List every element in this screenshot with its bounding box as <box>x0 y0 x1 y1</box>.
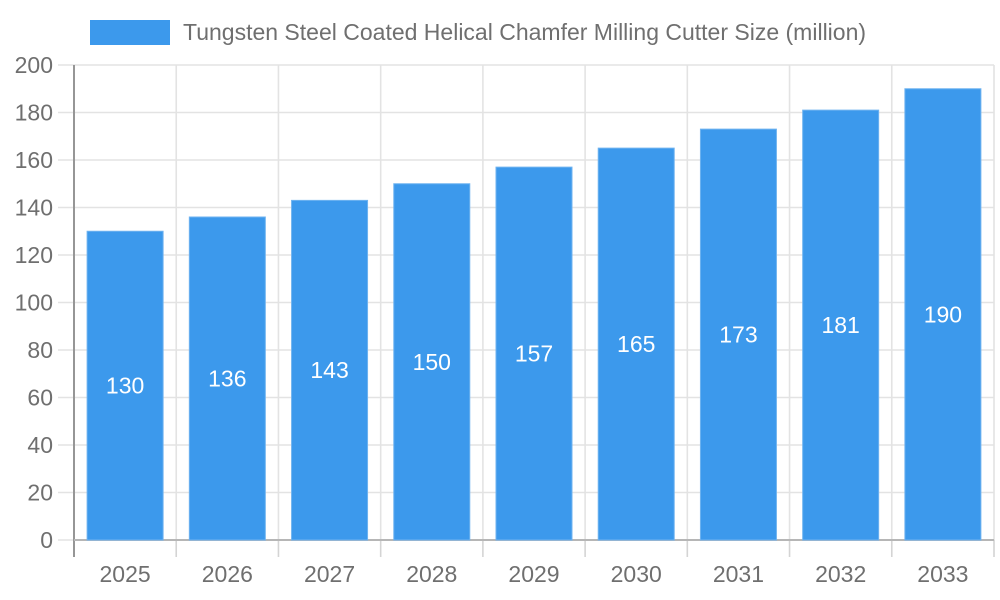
y-tick-label: 180 <box>15 100 53 126</box>
bar-2030 <box>597 147 675 541</box>
bar-value-label: 130 <box>106 373 144 399</box>
bar-2028 <box>393 183 471 541</box>
y-tick-label: 80 <box>27 337 53 363</box>
y-tick-label: 120 <box>15 242 53 268</box>
y-tick-label: 100 <box>15 290 53 316</box>
bar-2025 <box>86 230 164 541</box>
x-tick-label: 2025 <box>100 561 151 587</box>
bar-value-label: 173 <box>719 322 757 348</box>
bar-value-label: 150 <box>413 349 451 375</box>
bar-value-label: 136 <box>208 366 246 392</box>
y-tick-label: 140 <box>15 195 53 221</box>
y-tick-label: 60 <box>27 385 53 411</box>
bar-value-label: 190 <box>924 301 962 327</box>
x-tick-label: 2031 <box>713 561 764 587</box>
legend-swatch[interactable] <box>90 20 170 45</box>
bar-2029 <box>495 166 573 541</box>
x-tick-label: 2033 <box>917 561 968 587</box>
legend[interactable]: Tungsten Steel Coated Helical Chamfer Mi… <box>90 19 866 45</box>
bars-layer: 130 136 143 150 157 165 173 181 190 <box>86 88 982 541</box>
bar-2026 <box>188 216 266 541</box>
y-tick-label: 0 <box>40 527 53 553</box>
bar-value-label: 157 <box>515 341 553 367</box>
bar-2031 <box>699 128 777 541</box>
bar-2032 <box>802 109 880 541</box>
x-tick-label: 2026 <box>202 561 253 587</box>
bar-value-label: 181 <box>821 312 859 338</box>
bar-2033 <box>904 88 982 541</box>
x-tick-label: 2030 <box>611 561 662 587</box>
y-tick-label: 160 <box>15 147 53 173</box>
legend-label: Tungsten Steel Coated Helical Chamfer Mi… <box>183 19 866 45</box>
y-tick-label: 200 <box>15 52 53 78</box>
bar-value-label: 165 <box>617 331 655 357</box>
y-tick-label: 20 <box>27 480 53 506</box>
x-tick-label: 2032 <box>815 561 866 587</box>
x-tick-label: 2029 <box>508 561 559 587</box>
y-tick-label: 40 <box>27 432 53 458</box>
x-tick-label: 2027 <box>304 561 355 587</box>
bar-value-label: 143 <box>310 357 348 383</box>
x-tick-label: 2028 <box>406 561 457 587</box>
axis-labels-layer: 0 20 40 60 80 100 120 140 160 180 200 2025 2026 2027 2… <box>15 52 969 587</box>
bar-2027 <box>291 199 369 541</box>
